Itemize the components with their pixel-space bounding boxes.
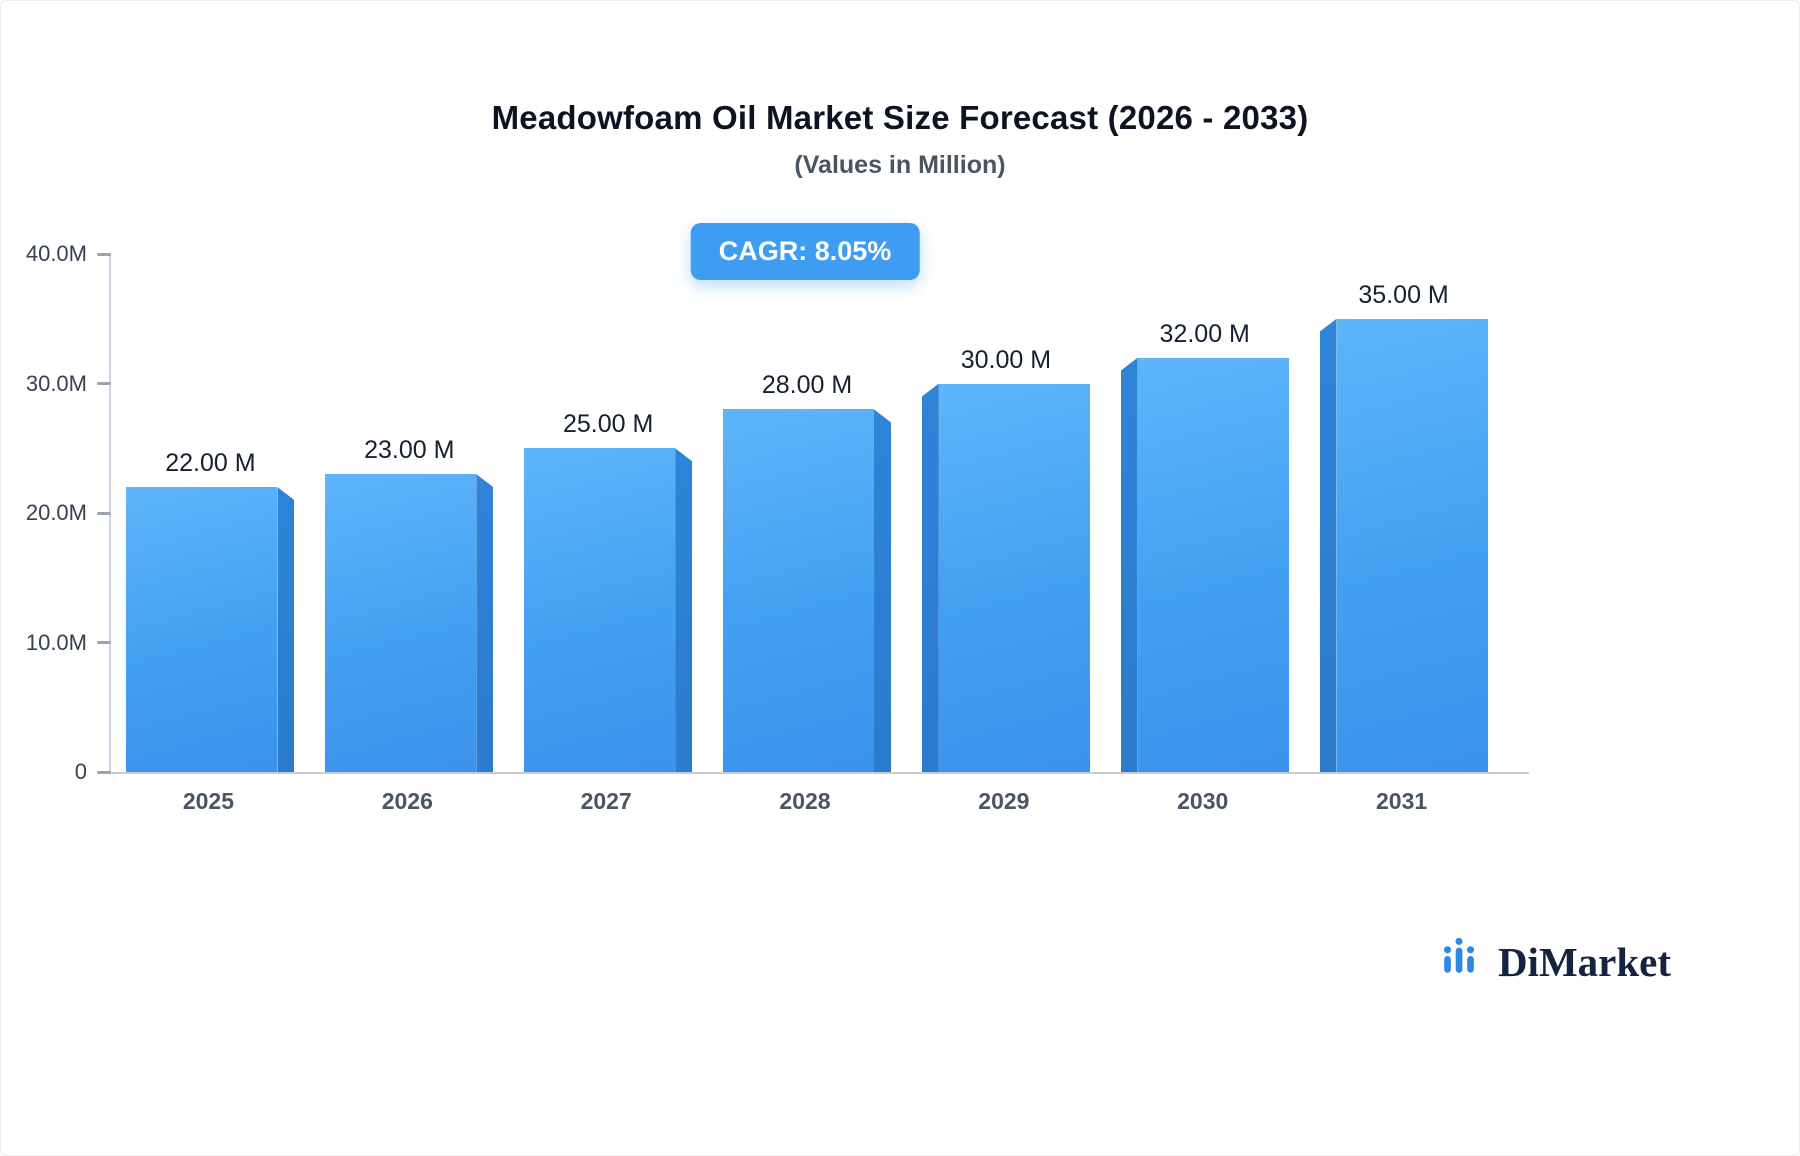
y-tick: 30.0M (26, 371, 111, 397)
y-tick-mark (97, 252, 111, 256)
bar-value-label: 28.00 M (761, 371, 853, 400)
bar-column: 25.00 M (509, 254, 708, 772)
x-axis-labels: 2025 2026 2027 2028 2029 2030 2031 (109, 788, 1501, 815)
bar-face (1137, 357, 1289, 772)
y-tick-mark (97, 770, 111, 774)
bar-face (938, 383, 1090, 772)
bar (921, 383, 1090, 772)
chart-title: Meadowfoam Oil Market Size Forecast (202… (491, 99, 1309, 136)
bar-face (723, 409, 874, 772)
x-axis-label: 2028 (779, 788, 831, 814)
y-tick-mark (97, 641, 111, 644)
bar-side-face (476, 474, 494, 772)
bar (524, 448, 693, 772)
bar-value-label: 23.00 M (364, 436, 455, 465)
bar-column: 28.00 M (708, 254, 907, 772)
bar (325, 474, 494, 772)
bar-face (524, 448, 676, 772)
bar-side-face (277, 487, 295, 772)
dimarket-bars-icon (1440, 932, 1486, 983)
y-tick-mark (97, 511, 111, 515)
y-tick-label: 0 (74, 759, 87, 784)
y-tick-label: 10.0M (25, 629, 87, 655)
bar (126, 487, 295, 772)
x-axis-label: 2027 (580, 788, 632, 814)
chart-subtitle: (Values in Million) (794, 151, 1006, 179)
cagr-badge: CAGR: 8.05% (690, 223, 920, 280)
bar-value-label: 32.00 M (1159, 319, 1250, 348)
bar-side-face (1319, 318, 1337, 772)
plot-area: 22.00 M 23.00 M 25.00 M 28.00 M 30.00 M 32.00… (26, 241, 1529, 784)
x-axis-label: 2025 (182, 788, 235, 814)
bar-value-label: 30.00 M (960, 345, 1052, 374)
bar-face (1336, 318, 1488, 772)
x-axis-label: 2030 (1177, 788, 1229, 814)
bars-container: 22.00 M 23.00 M 25.00 M 28.00 M 30.00 M 32.00… (111, 254, 1503, 772)
y-tick-label: 30.0M (25, 370, 87, 396)
y-tick: 0 (75, 759, 111, 785)
bar (723, 409, 891, 772)
bar-side-face (675, 448, 693, 772)
x-axis-label: 2031 (1376, 788, 1428, 814)
bar-column: 22.00 M (111, 254, 310, 772)
bar-column: 32.00 M (1105, 254, 1304, 772)
y-tick-label: 20.0M (25, 500, 87, 525)
y-tick-mark (97, 382, 111, 385)
bar-value-label: 25.00 M (562, 410, 654, 439)
bar-column: 35.00 M (1304, 254, 1503, 772)
bar-value-label: 35.00 M (1358, 280, 1449, 309)
bar-side-face (874, 409, 891, 772)
bar-face (325, 474, 477, 772)
y-tick: 10.0M (26, 630, 111, 656)
x-axis-label: 2029 (978, 788, 1030, 814)
bar (1120, 357, 1289, 772)
bar-side-face (921, 383, 939, 772)
y-tick: 40.0M (26, 241, 111, 267)
bar-value-label: 22.00 M (165, 449, 256, 478)
brand-name: DiMarket (1497, 939, 1671, 985)
bar-column: 23.00 M (310, 254, 509, 772)
bar-column: 30.00 M (906, 254, 1105, 772)
y-tick: 20.0M (26, 500, 111, 526)
x-axis-label: 2026 (381, 788, 433, 814)
bar (1319, 318, 1488, 772)
y-tick-label: 40.0M (25, 241, 87, 266)
bar-face (126, 487, 278, 772)
bar-side-face (1120, 357, 1138, 772)
brand-logo: DiMarket (1440, 932, 1671, 983)
